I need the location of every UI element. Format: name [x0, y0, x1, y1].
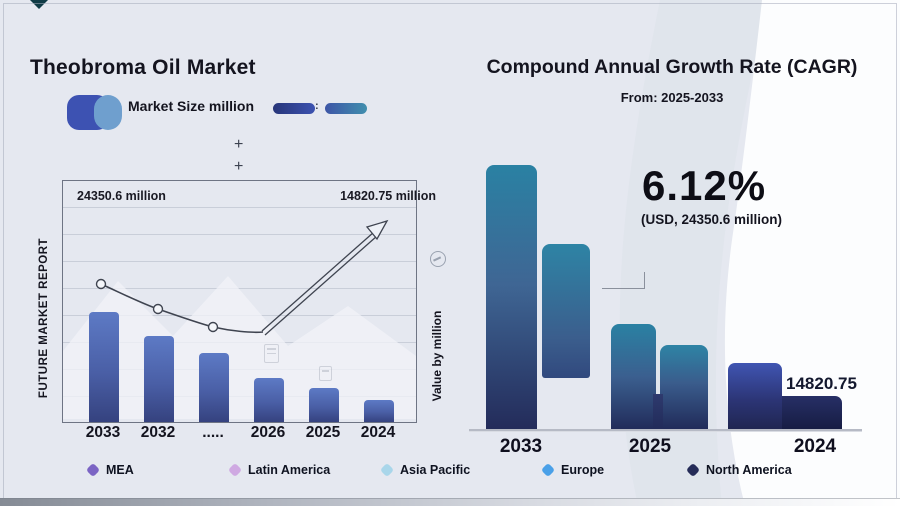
bar-2032 [144, 336, 174, 422]
x-label-dots: ..... [202, 424, 224, 441]
legend-label: Asia Pacific [400, 463, 471, 477]
bar-mid-years [199, 353, 229, 422]
x-axis-shadow [469, 431, 862, 432]
cagr-bar-2025-a [611, 324, 656, 430]
legend-diamond-asia-pacific [379, 462, 395, 478]
cagr-bar-2033-b [542, 244, 590, 378]
legend-item-europe: Europe [540, 462, 605, 478]
cagr-bar-2033-a [486, 165, 537, 430]
cylinder-icon [67, 95, 122, 130]
legend-label: MEA [106, 463, 134, 477]
cagr-value: 6.12% [642, 162, 767, 209]
page-title: Theobroma Oil Market [30, 56, 256, 79]
legend-diamond-north-america [685, 462, 701, 478]
market-size-label: Market Size million [128, 98, 255, 114]
x-label-2025: 2025 [305, 424, 341, 441]
cagr-bar-2024-a [728, 363, 782, 430]
y-axis-label-right: Value by million [430, 310, 444, 402]
x-label-2032: 2032 [140, 424, 176, 441]
corner-bracket-decor [602, 272, 645, 289]
value-label-2024: 14820.75 [786, 374, 857, 393]
chart-end-value: 14820.75 million [340, 189, 436, 203]
clipboard-icon [319, 366, 332, 381]
x-label-2024: 2024 [360, 424, 396, 441]
bottom-accent-strip [0, 498, 900, 506]
pill-separator: : [315, 100, 319, 112]
plus-icon: + [234, 158, 244, 175]
x-label-2033: 2033 [85, 424, 121, 441]
bar-2024 [364, 400, 394, 422]
trend-line-arrow-icon [95, 219, 389, 336]
bar-2033 [89, 312, 119, 422]
chart-start-value: 24350.6 million [77, 189, 166, 203]
x-label-2033: 2033 [499, 436, 543, 457]
x-axis-line [469, 429, 862, 431]
legend-label: Latin America [248, 463, 331, 477]
legend-label: Europe [561, 463, 605, 477]
legend-item-north-america: North America [685, 462, 792, 478]
cylinder-cap [94, 95, 122, 130]
cagr-note: (USD, 24350.6 million) [641, 212, 783, 227]
clipboard-icon [264, 344, 279, 363]
market-size-chart: 24350.6 million 14820.75 million [62, 180, 436, 423]
cagr-title: Compound Annual Growth Rate (CAGR) [486, 56, 858, 78]
legend-item-mea: MEA [85, 462, 134, 478]
legend-diamond-mea [85, 462, 101, 478]
legend-diamond-europe [540, 462, 556, 478]
bar-2025 [309, 388, 339, 422]
pill-icon-dark [273, 103, 315, 114]
legend-label: North America [706, 463, 792, 477]
cagr-bar-2024-b [782, 396, 842, 430]
cagr-subtitle: From: 2025-2033 [620, 90, 724, 105]
minus-circle-icon [430, 251, 446, 267]
x-label-2026: 2026 [250, 424, 286, 441]
legend-item-asia-pacific: Asia Pacific [379, 462, 471, 478]
cagr-bar-2025-b [660, 345, 708, 430]
y-axis-label-left: FUTURE MARKET REPORT [38, 237, 50, 399]
x-label-2024: 2024 [793, 436, 837, 457]
legend-item-latin-america: Latin America [227, 462, 331, 478]
cagr-bar-2025-join [653, 394, 663, 430]
legend-diamond-latin-america [227, 462, 243, 478]
plus-icon: + [234, 136, 244, 153]
x-label-2025: 2025 [628, 436, 672, 457]
pill-icon-teal [325, 103, 367, 114]
bar-2026 [254, 378, 284, 422]
